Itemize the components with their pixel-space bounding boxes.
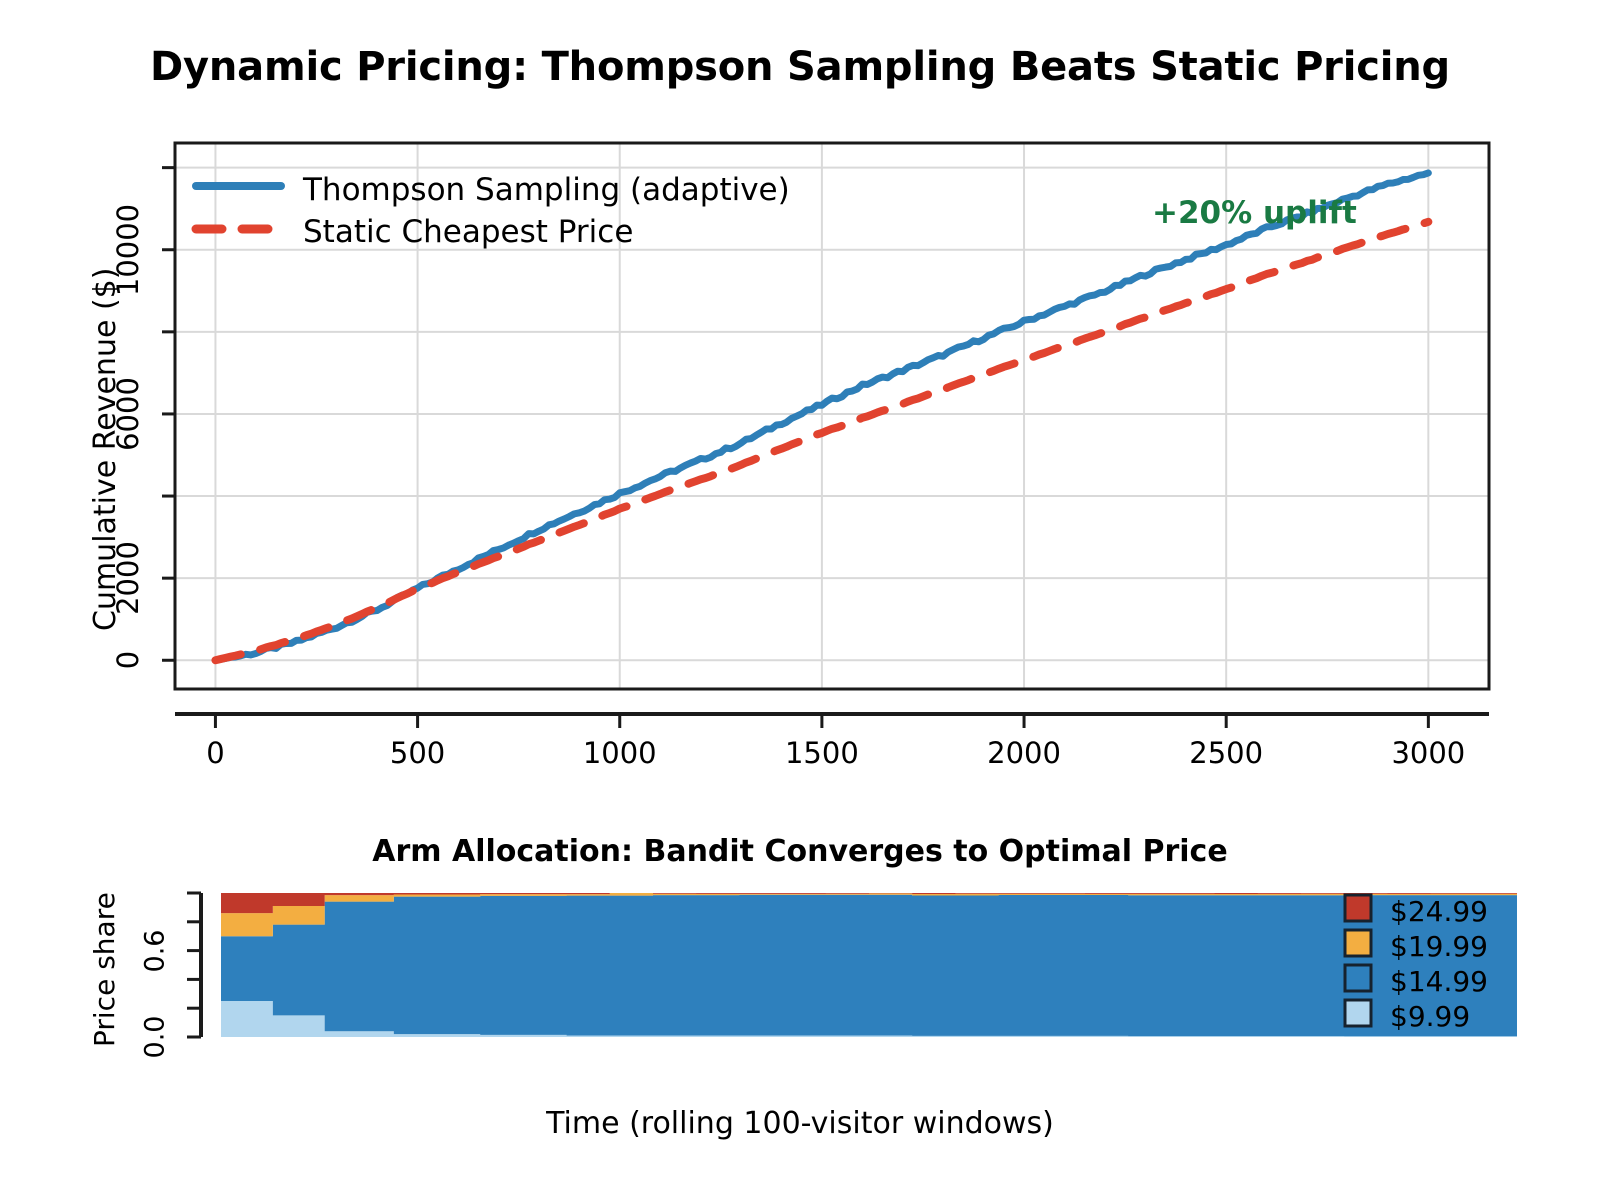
main-xtick-2500: 2500: [1189, 736, 1264, 770]
main-xtick-2000: 2000: [987, 736, 1061, 770]
main-ytick-10000: 10000: [111, 203, 145, 296]
sub-ytick-06: 0.6: [139, 929, 171, 973]
sub-ytick-0: 0.0: [139, 1015, 171, 1059]
uplift-annotation: +20% uplift: [1152, 195, 1357, 231]
figure-title: Dynamic Pricing: Thompson Sampling Beats…: [150, 44, 1450, 90]
sub-chart-y-axis-label: Price share: [88, 892, 121, 1047]
main-xtick-500: 500: [389, 736, 446, 770]
arm-legend-label-1999: $19.99: [1390, 930, 1488, 963]
arm-legend-label-999: $9.99: [1390, 1000, 1471, 1033]
legend-label-thompson: Thompson Sampling (adaptive): [303, 172, 790, 208]
sub-chart-x-axis-label: Time (rolling 100-visitor windows): [546, 1106, 1054, 1141]
legend-label-static: Static Cheapest Price: [303, 214, 634, 250]
main-line-chart: [162, 141, 1491, 728]
main-ytick-0: 0: [111, 651, 145, 670]
main-xtick-3000: 3000: [1391, 736, 1466, 770]
main-xtick-1500: 1500: [784, 736, 859, 770]
main-ytick-2000: 2000: [111, 541, 145, 616]
main-xtick-0: 0: [206, 736, 225, 770]
sub-chart-title: Arm Allocation: Bandit Converges to Opti…: [372, 834, 1228, 869]
arm-legend-label-1499: $14.99: [1390, 965, 1488, 998]
main-ytick-6000: 6000: [111, 377, 145, 451]
main-xtick-1000: 1000: [582, 736, 657, 770]
arm-legend-label-2499: $24.99: [1390, 895, 1488, 928]
